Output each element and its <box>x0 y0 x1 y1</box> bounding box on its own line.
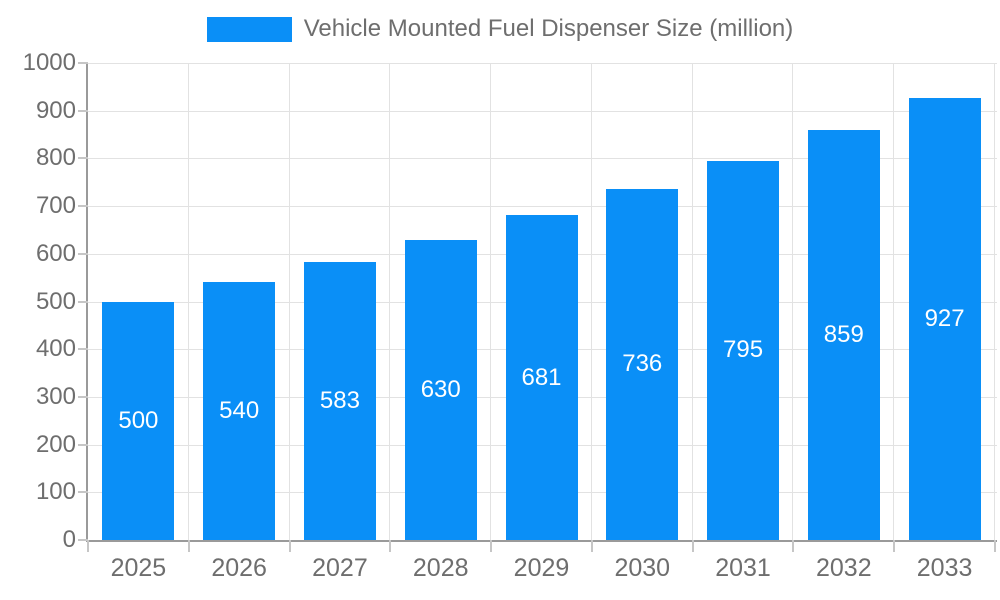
bar-value-label: 736 <box>622 350 663 378</box>
x-axis-tick <box>87 540 89 552</box>
y-tick-label: 800 <box>35 144 76 172</box>
x-tick-label: 2029 <box>513 554 570 582</box>
chart-legend[interactable]: Vehicle Mounted Fuel Dispenser Size (mil… <box>0 14 1000 44</box>
y-axis-tick <box>78 348 88 351</box>
x-tick-label: 2030 <box>614 554 671 582</box>
x-tick-label: 2031 <box>715 554 771 582</box>
bar: 927 <box>908 97 981 540</box>
y-axis-tick <box>78 491 88 494</box>
bar: 859 <box>807 130 880 540</box>
y-tick-label: 300 <box>35 382 76 410</box>
legend-swatch <box>206 16 292 42</box>
y-tick-label: 700 <box>35 192 76 220</box>
gridline-v <box>994 63 995 540</box>
y-tick-label: 200 <box>35 430 76 458</box>
y-axis-tick <box>78 395 88 398</box>
x-tick-label: 2026 <box>211 554 267 582</box>
gridline-h <box>88 206 997 208</box>
x-tick-label: 2033 <box>916 554 973 582</box>
x-axis-tick <box>691 540 694 552</box>
x-tick-label: 2032 <box>816 554 872 582</box>
x-axis-tick <box>187 540 190 552</box>
gridline-v <box>792 63 794 540</box>
y-tick-label: 400 <box>35 335 76 363</box>
x-axis-tick <box>893 540 896 552</box>
bar-value-label: 630 <box>420 375 461 403</box>
bar-value-label: 583 <box>319 386 360 414</box>
y-axis-tick <box>78 300 88 303</box>
x-tick-label: 2027 <box>312 554 368 582</box>
x-axis-tick <box>389 540 392 552</box>
y-axis-tick <box>78 62 88 64</box>
y-tick-label: 1000 <box>22 49 76 76</box>
x-axis-tick <box>792 540 795 552</box>
bar: 736 <box>606 188 679 540</box>
legend-label: Vehicle Mounted Fuel Dispenser Size (mil… <box>303 15 794 42</box>
y-axis-tick <box>78 252 88 255</box>
bar: 540 <box>203 282 276 540</box>
bar-value-label: 540 <box>219 397 260 425</box>
y-axis-tick <box>78 157 88 160</box>
y-tick-label: 600 <box>35 239 76 267</box>
gridline-h <box>88 63 997 64</box>
plot-area: 500 540 583 630 681 736 795 859 927 <box>86 63 997 542</box>
bar: 795 <box>707 160 780 540</box>
y-tick-label: 900 <box>35 96 76 124</box>
y-tick-label: 500 <box>35 287 76 315</box>
x-axis-tick <box>288 540 291 552</box>
x-axis-tick <box>994 540 996 552</box>
gridline-h <box>88 110 997 112</box>
x-axis-tick <box>490 540 493 552</box>
gridline-v <box>691 63 693 540</box>
y-axis-tick <box>78 109 88 112</box>
y-tick-label: 100 <box>35 478 76 506</box>
bar: 630 <box>404 239 477 540</box>
bar-value-label: 681 <box>521 363 562 391</box>
bar-value-label: 500 <box>118 406 159 434</box>
x-tick-label: 2025 <box>110 554 167 582</box>
gridline-v <box>490 63 492 540</box>
gridline-v <box>389 63 391 540</box>
y-tick-label: 0 <box>62 526 76 553</box>
gridline-v <box>590 63 592 540</box>
gridline-v <box>893 63 895 540</box>
x-tick-label: 2028 <box>412 554 469 582</box>
bar-value-label: 795 <box>723 336 764 364</box>
bar: 500 <box>102 301 175 540</box>
y-axis-tick <box>78 205 88 208</box>
gridline-v <box>288 63 290 540</box>
bar: 681 <box>505 215 578 540</box>
gridline-h <box>88 158 997 160</box>
y-axis-tick <box>78 539 88 541</box>
bar-value-label: 859 <box>823 321 864 349</box>
bar-value-label: 927 <box>924 304 965 332</box>
gridline-v <box>187 63 189 540</box>
y-axis-tick <box>78 443 88 446</box>
x-axis-tick <box>590 540 593 552</box>
bar: 583 <box>303 261 376 540</box>
